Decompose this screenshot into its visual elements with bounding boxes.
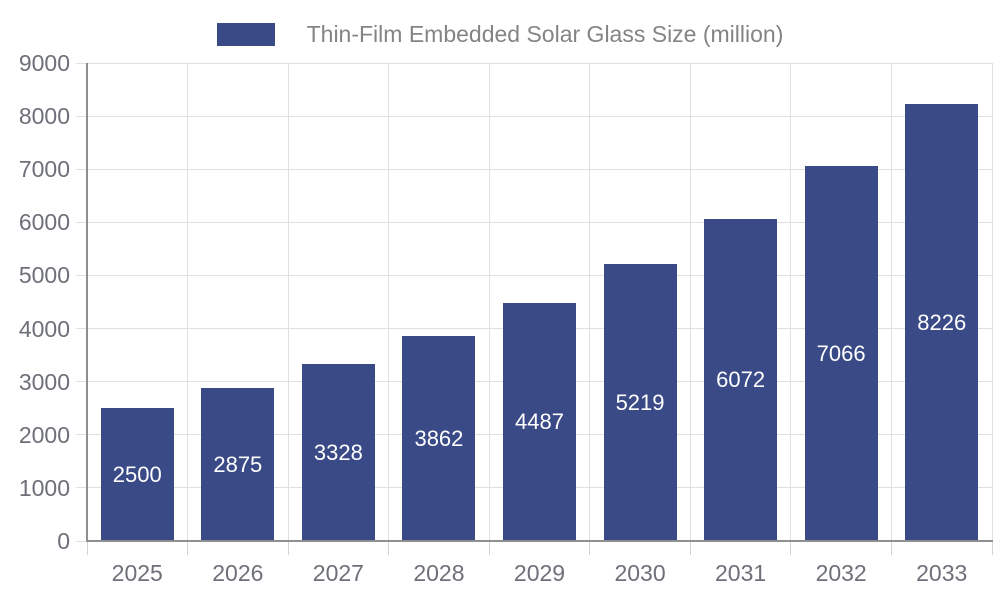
x-axis-line <box>85 540 993 542</box>
x-axis-tick-label: 2033 <box>916 560 968 586</box>
y-axis-tick-label: 4000 <box>18 315 70 342</box>
y-axis-tick-label: 6000 <box>18 209 70 236</box>
bar-2025[interactable]: 2500 <box>100 408 174 541</box>
y-axis-tick <box>76 381 87 383</box>
x-axis-tick-label: 2026 <box>212 560 264 586</box>
x-axis-tick <box>790 541 792 555</box>
y-axis-tick <box>76 221 87 223</box>
bar-value-label: 2500 <box>112 461 162 487</box>
gridline-horizontal <box>87 274 992 276</box>
x-axis-tick-label: 2031 <box>715 560 767 586</box>
gridline-vertical <box>689 63 691 541</box>
legend-swatch <box>216 22 275 46</box>
x-axis-tick-label: 2027 <box>312 560 364 586</box>
y-axis-tick <box>76 487 87 489</box>
x-axis-tick <box>488 541 490 555</box>
bar-value-label: 3328 <box>313 439 363 465</box>
y-axis-tick <box>76 168 87 170</box>
y-axis-line <box>85 63 88 541</box>
bar-2028[interactable]: 3862 <box>402 336 476 541</box>
x-axis-tick-label: 2025 <box>111 560 163 586</box>
y-axis-tick <box>76 274 87 276</box>
bar-value-label: 5219 <box>615 389 665 415</box>
bar-2027[interactable]: 3328 <box>301 364 375 541</box>
x-axis-tick <box>890 541 892 555</box>
bar-value-label: 8226 <box>917 309 967 335</box>
gridline-vertical <box>488 63 490 541</box>
gridline-horizontal <box>87 168 992 170</box>
bar-2029[interactable]: 4487 <box>503 303 576 541</box>
y-axis-tick-label: 7000 <box>18 156 70 183</box>
y-axis-tick <box>76 62 87 64</box>
bar-2030[interactable]: 5219 <box>603 264 677 541</box>
gridline-vertical <box>187 63 189 541</box>
x-axis-tick <box>991 541 993 555</box>
gridline-vertical <box>388 63 390 541</box>
x-axis-tick <box>689 541 691 555</box>
y-axis-tick-label: 5000 <box>18 262 70 289</box>
bar-2026[interactable]: 2875 <box>201 388 275 541</box>
y-axis-tick-label: 2000 <box>18 421 70 448</box>
bar-value-label: 2875 <box>213 451 263 477</box>
bar-value-label: 6072 <box>716 367 766 392</box>
gridline-vertical <box>991 63 993 541</box>
bar-2032[interactable]: 7066 <box>804 166 878 541</box>
y-axis-tick <box>76 115 87 117</box>
y-axis-tick-label: 1000 <box>18 474 70 501</box>
bar-value-label: 7066 <box>816 340 866 366</box>
x-axis-tick <box>388 541 390 555</box>
x-axis-tick-label: 2030 <box>614 560 666 586</box>
bar-value-label: 3862 <box>414 425 464 451</box>
y-axis-tick <box>76 540 87 542</box>
gridline-vertical <box>890 63 892 541</box>
x-axis-tick-label: 2032 <box>815 560 867 586</box>
x-axis-tick <box>589 541 591 555</box>
gridline-vertical <box>790 63 792 541</box>
y-axis-tick-label: 8000 <box>18 103 70 130</box>
gridline-vertical <box>287 63 289 541</box>
x-axis-tick-label: 2029 <box>513 560 566 586</box>
x-axis-tick <box>187 541 189 555</box>
x-axis-tick <box>86 541 88 555</box>
x-axis-tick <box>287 541 289 555</box>
y-axis-tick <box>76 328 87 330</box>
y-axis-tick <box>76 434 87 436</box>
gridline-horizontal <box>87 115 992 117</box>
x-axis-tick-label: 2028 <box>413 560 465 586</box>
gridline-horizontal <box>87 62 992 64</box>
chart-legend[interactable]: Thin-Film Embedded Solar Glass Size (mil… <box>0 20 1000 48</box>
bar-2033[interactable]: 8226 <box>905 104 979 541</box>
y-axis-tick-label: 0 <box>57 528 70 554</box>
gridline-horizontal <box>87 221 992 223</box>
bar-value-label: 4487 <box>515 409 564 434</box>
gridline-vertical <box>589 63 591 541</box>
y-axis-tick-label: 9000 <box>18 50 70 76</box>
bar-2031[interactable]: 6072 <box>704 219 778 541</box>
legend-label: Thin-Film Embedded Solar Glass Size (mil… <box>306 21 784 47</box>
y-axis-tick-label: 3000 <box>18 368 70 395</box>
